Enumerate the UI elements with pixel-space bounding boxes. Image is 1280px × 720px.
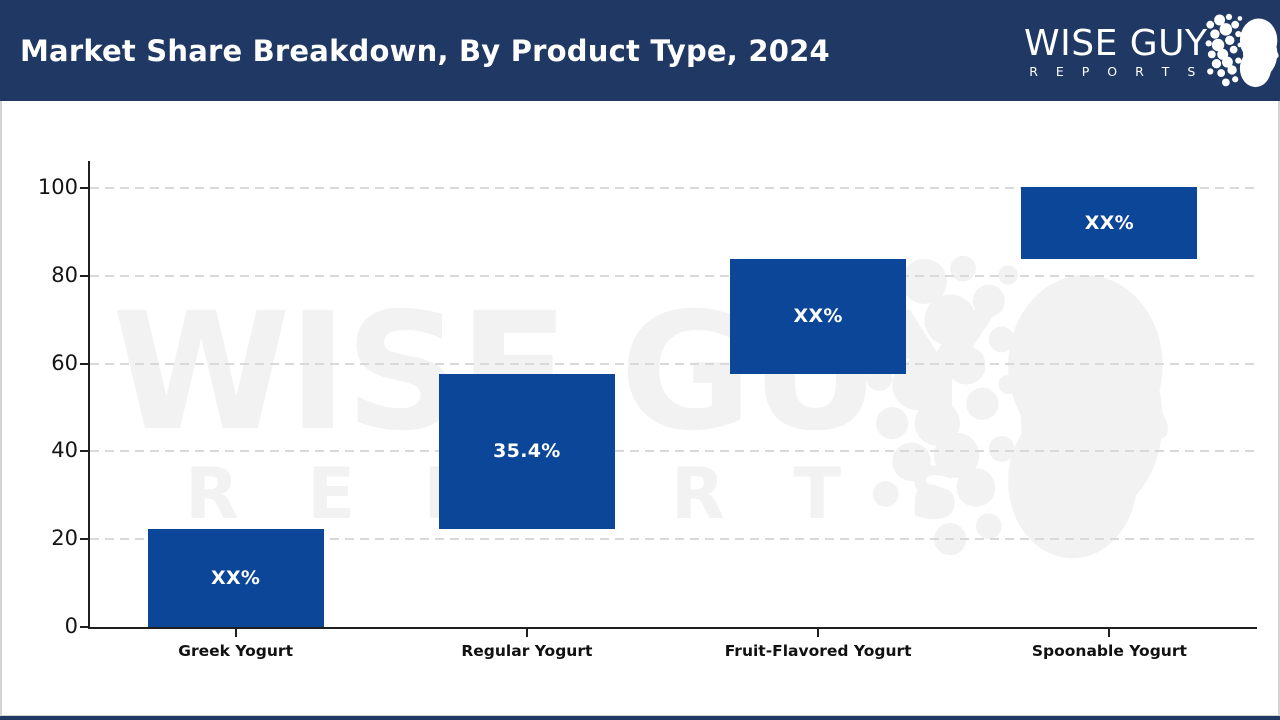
gridline-y-80 [90, 274, 1255, 277]
y-tick-mark [80, 450, 89, 453]
y-tick-mark [80, 362, 89, 365]
x-tick-mark [234, 629, 237, 637]
y-tick-label: 80 [51, 262, 78, 287]
gridline-y-40 [90, 450, 1255, 453]
y-tick-label: 40 [51, 438, 78, 463]
y-tick-label: 60 [51, 350, 78, 375]
gridline-y-20 [90, 538, 1255, 541]
footer-bar [0, 716, 1280, 720]
wise-guy-reports-logo: WISE GUY R E P O R T S [1024, 8, 1279, 96]
y-tick-mark [80, 187, 89, 190]
bar-fruit-flavored-yogurt: XX% [730, 259, 907, 374]
logo-subtitle: R E P O R T S [1029, 64, 1203, 80]
y-axis-line [88, 161, 90, 629]
x-tick-mark [1108, 629, 1111, 637]
y-tick-label: 100 [37, 175, 78, 200]
x-category-label: Spoonable Yogurt [1031, 642, 1187, 660]
bar-value-label: XX% [793, 305, 843, 328]
header-bar: Market Share Breakdown, By Product Type,… [0, 0, 1280, 101]
dotted-head-icon [1205, 13, 1279, 88]
gridline-y-100 [90, 187, 1255, 190]
x-tick-mark [525, 629, 528, 637]
y-tick-mark [80, 538, 89, 541]
x-tick-mark [817, 629, 820, 637]
plot-area: XX% 35.4% XX% XX% [90, 163, 1255, 627]
bar-regular-yogurt: 35.4% [438, 373, 615, 530]
bar-greek-yogurt: XX% [147, 529, 324, 627]
x-axis-line [88, 627, 1257, 629]
bar-value-label: 35.4% [493, 440, 561, 463]
y-tick-label: 20 [51, 526, 78, 551]
page-title: Market Share Breakdown, By Product Type,… [20, 33, 830, 68]
gridline-y-60 [90, 362, 1255, 365]
y-tick-mark [80, 274, 89, 277]
logo-wordmark: WISE GUY [1024, 22, 1208, 64]
y-tick-mark [80, 626, 89, 628]
x-category-label: Greek Yogurt [178, 642, 293, 660]
logo-text: WISE GUY R E P O R T S [1024, 22, 1208, 80]
bar-value-label: XX% [1084, 211, 1134, 234]
chart-panel: WISE GUY R E P O R T S [0, 101, 1280, 716]
x-category-label: Fruit-Flavored Yogurt [724, 642, 912, 660]
y-tick-label: 0 [64, 614, 78, 638]
x-category-label: Regular Yogurt [461, 642, 593, 660]
bar-value-label: XX% [211, 567, 261, 590]
bar-spoonable-yogurt: XX% [1021, 186, 1198, 260]
